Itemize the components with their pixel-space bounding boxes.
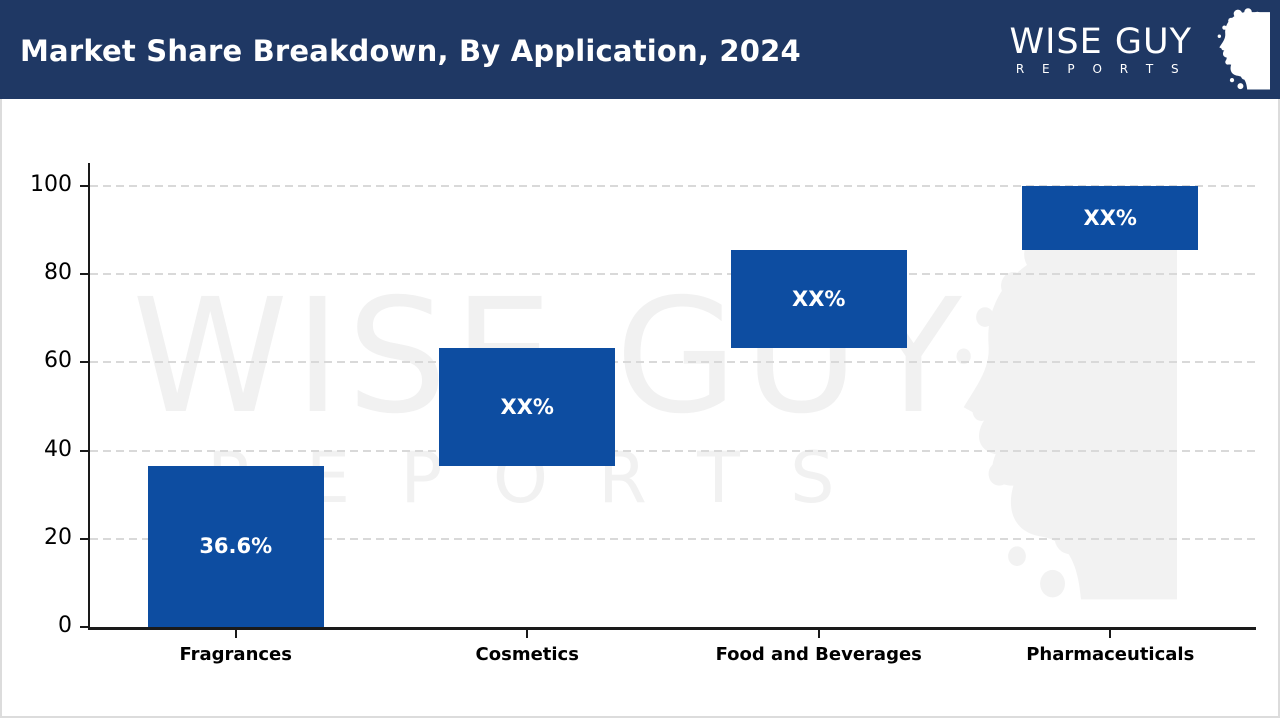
- x-tick-mark: [234, 630, 237, 638]
- gridline: [90, 449, 1256, 452]
- gridline: [90, 273, 1256, 276]
- x-tick-mark: [817, 630, 820, 638]
- x-tick-label: Cosmetics: [475, 644, 579, 665]
- bar: 36.6%: [147, 465, 324, 627]
- y-tick-mark: [80, 185, 89, 187]
- x-tick-label: Food and Beverages: [715, 644, 922, 665]
- page-title: Market Share Breakdown, By Application, …: [20, 34, 801, 68]
- header-bar: Market Share Breakdown, By Application, …: [0, 0, 1280, 99]
- bar-value-label: XX%: [500, 394, 554, 419]
- brand-logo-text: WISE GUY R E P O R T S: [1009, 21, 1192, 77]
- x-tick-mark: [526, 630, 529, 638]
- y-tick-label: 80: [44, 260, 72, 286]
- x-axis-spine: [88, 627, 1256, 630]
- x-tick-label: Fragrances: [179, 644, 292, 665]
- y-tick-mark: [80, 537, 89, 540]
- y-tick-label: 40: [44, 436, 72, 462]
- bar: XX%: [730, 250, 907, 348]
- bar: XX%: [1022, 186, 1199, 251]
- y-tick-mark: [80, 449, 89, 452]
- y-tick-mark: [80, 273, 89, 276]
- bar-value-label: 36.6%: [199, 534, 273, 559]
- brand-subtext: R E P O R T S: [1015, 62, 1186, 77]
- dotted-face-icon: [1217, 8, 1270, 90]
- gridline: [90, 537, 1256, 540]
- brand-wordmark: WISE GUY: [1009, 21, 1192, 62]
- x-tick-mark: [1109, 630, 1112, 638]
- y-tick-label: 0: [58, 613, 72, 638]
- bar-value-label: XX%: [1083, 206, 1137, 231]
- gridline: [90, 185, 1256, 187]
- brand-logo: WISE GUY R E P O R T S: [1009, 5, 1270, 95]
- y-axis-spine: [88, 163, 90, 630]
- y-tick-label: 20: [44, 524, 72, 550]
- gridline: [90, 361, 1256, 364]
- bar-value-label: XX%: [792, 287, 846, 312]
- y-tick-label: 60: [44, 348, 72, 374]
- y-tick-mark: [80, 626, 89, 628]
- y-tick-mark: [80, 361, 89, 364]
- x-tick-label: Pharmaceuticals: [1026, 644, 1195, 665]
- y-tick-label: 100: [30, 172, 72, 197]
- bar: XX%: [439, 347, 616, 466]
